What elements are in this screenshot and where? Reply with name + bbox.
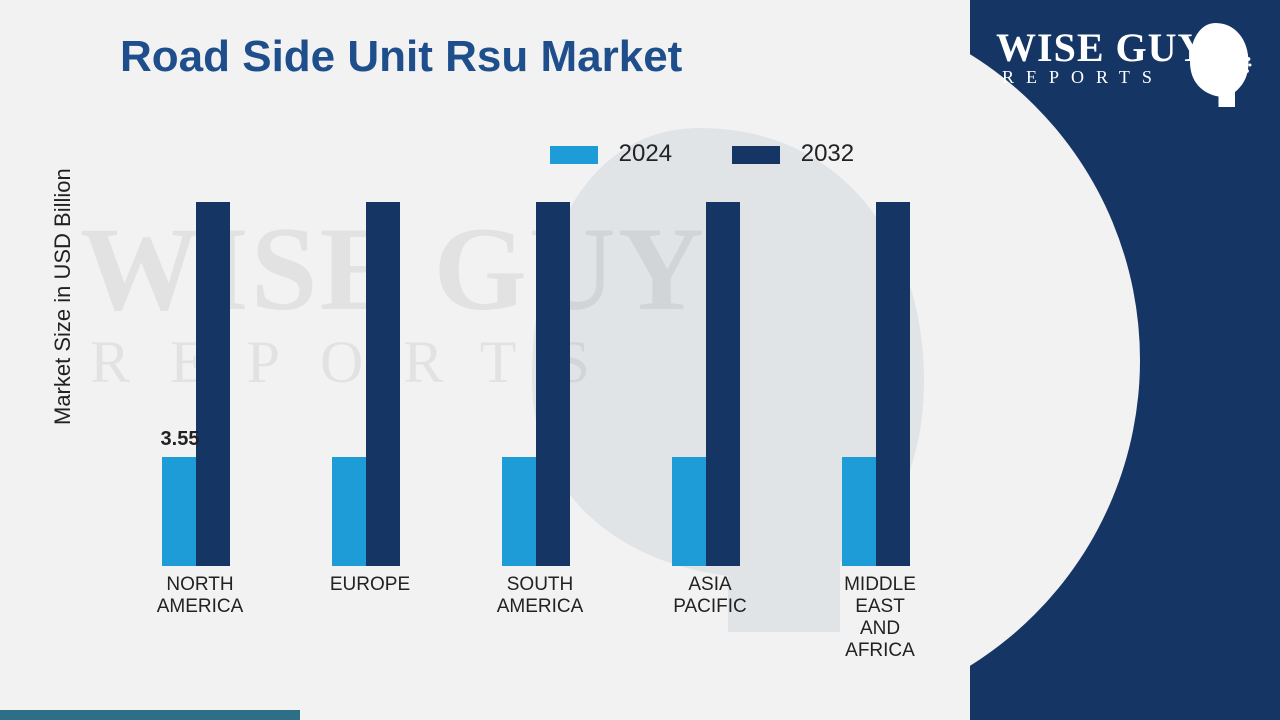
category-label: NORTHAMERICA	[120, 566, 280, 618]
category-label: ASIAPACIFIC	[630, 566, 790, 618]
bar-2032	[366, 202, 400, 566]
bar-2024	[162, 457, 196, 566]
plot-area: 3.55NORTHAMERICAEUROPESOUTHAMERICAASIAPA…	[130, 196, 960, 566]
bar-value-label: 3.55	[150, 428, 210, 451]
category-label: MIDDLEEASTANDAFRICA	[800, 566, 960, 661]
bar-2024	[502, 457, 536, 566]
legend-swatch-2032	[732, 146, 780, 164]
chart-area: Market Size in USD Billion 2024 2032 3.5…	[70, 140, 970, 700]
bar-2032	[196, 202, 230, 566]
legend-swatch-2024	[550, 146, 598, 164]
legend-label-2032: 2032	[801, 140, 854, 167]
category-label: SOUTHAMERICA	[460, 566, 620, 618]
bar-2024	[672, 457, 706, 566]
bar-2024	[842, 457, 876, 566]
chart-title: Road Side Unit Rsu Market	[120, 32, 682, 82]
brand-logo: WISE GUY REPORTS	[996, 24, 1256, 104]
bar-2032	[706, 202, 740, 566]
legend-item-2024: 2024	[550, 140, 672, 168]
bar-2024	[332, 457, 366, 566]
accent-bar	[0, 710, 300, 720]
chart-card: WISE GUY REPORTS Road Side Unit Rsu Mark…	[0, 0, 1280, 720]
legend-label-2024: 2024	[619, 140, 672, 167]
brand-head-icon	[1178, 20, 1256, 110]
category-label: EUROPE	[290, 566, 450, 596]
bar-2032	[876, 202, 910, 566]
legend: 2024 2032	[550, 140, 854, 168]
legend-item-2032: 2032	[732, 140, 854, 168]
bar-2032	[536, 202, 570, 566]
y-axis-label: Market Size in USD Billion	[50, 168, 76, 425]
